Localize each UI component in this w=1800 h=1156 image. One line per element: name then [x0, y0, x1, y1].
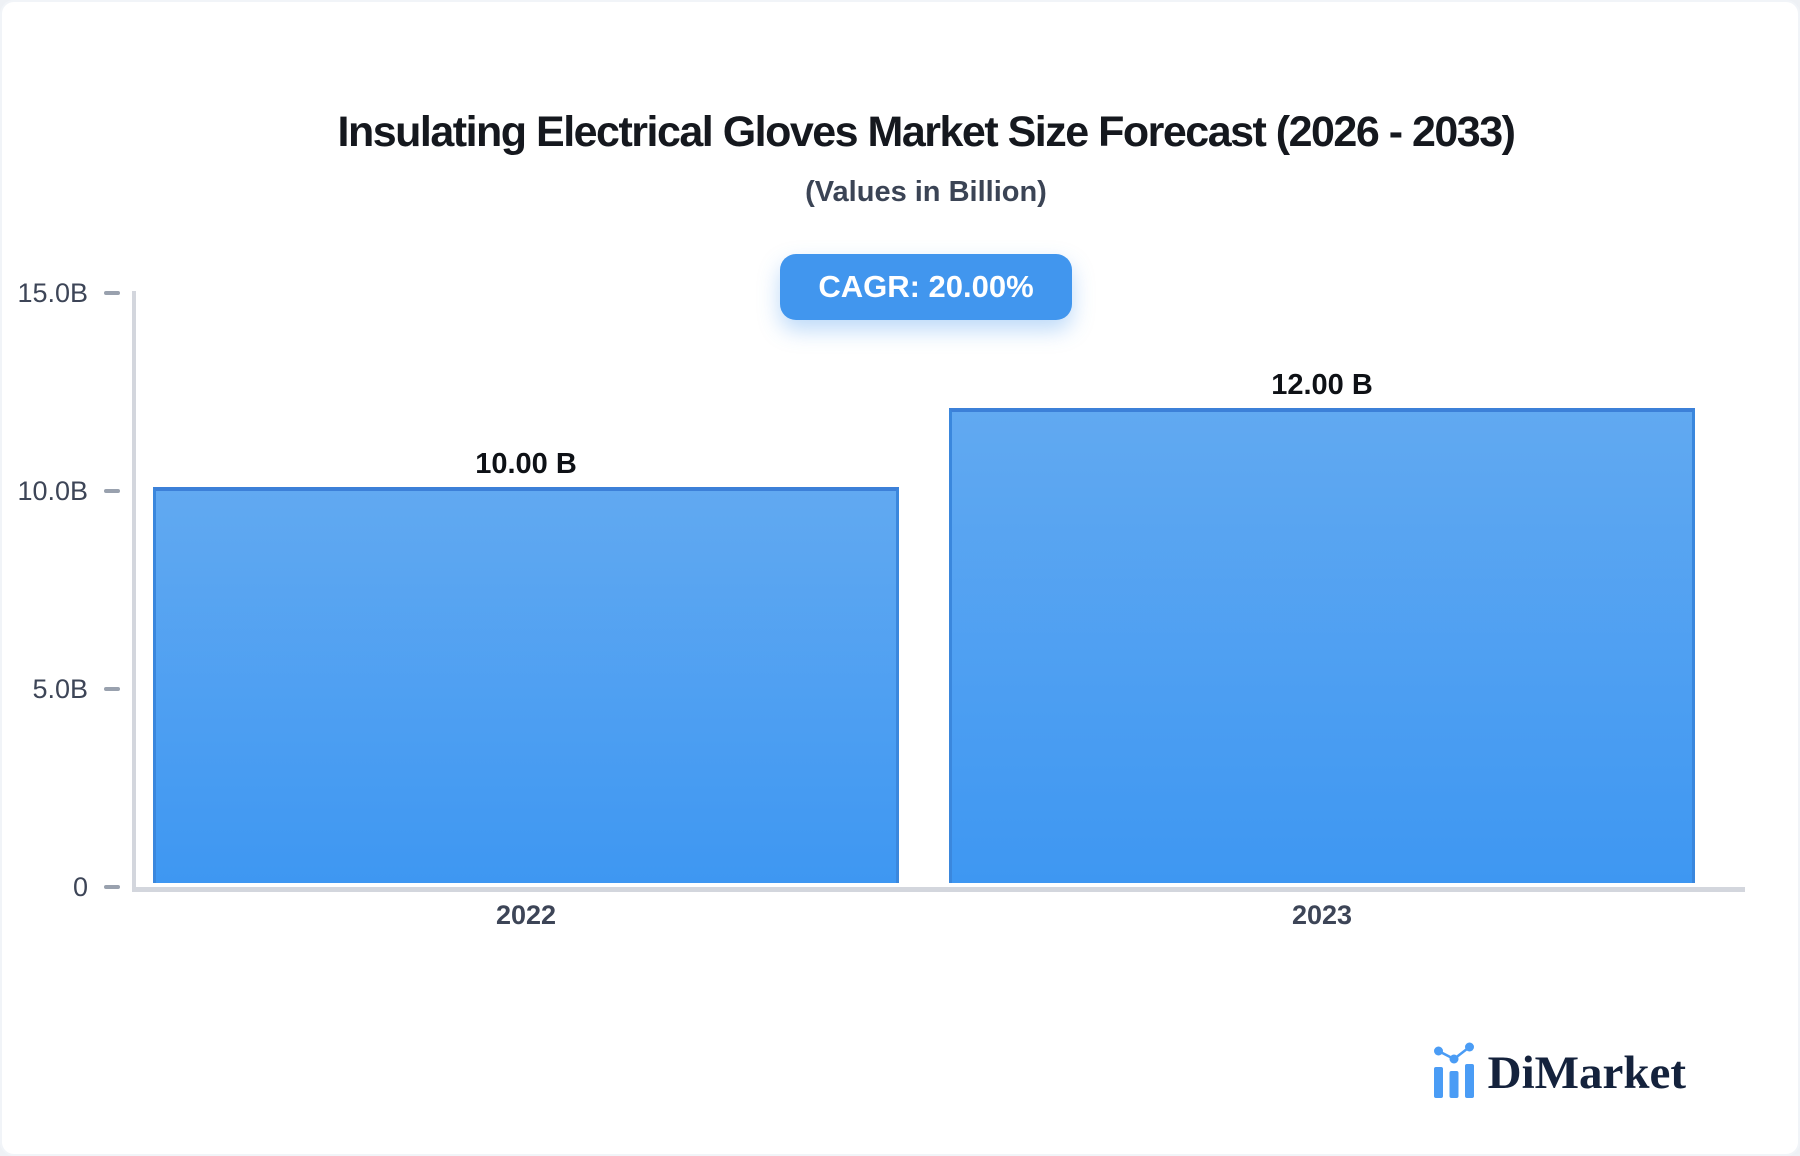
y-tick-mark	[104, 489, 120, 493]
bar-value-label: 12.00 B	[1271, 369, 1373, 401]
bar-2022: 10.00 B 2022	[153, 448, 899, 930]
bar-value-label: 10.00 B	[475, 448, 577, 480]
y-tick-mark	[104, 687, 120, 691]
chart-subtitle: (Values in Billion)	[805, 176, 1047, 208]
x-category-label: 2023	[1291, 900, 1353, 930]
x-category-label: 2022	[495, 900, 557, 930]
bar-line-chart-icon	[1433, 1042, 1474, 1098]
bar-2023: 12.00 B 2023	[949, 369, 1695, 930]
chart-title: Insulating Electrical Gloves Market Size…	[337, 108, 1516, 156]
y-tick-label-15b: 15.0B	[17, 278, 88, 308]
chart-header: Insulating Electrical Gloves Market Size…	[2, 2, 1798, 320]
y-tick-mark	[104, 291, 120, 295]
brand-logo: DiMarket	[1433, 1042, 1686, 1098]
cagr-badge: CAGR: 20.00%	[780, 254, 1072, 320]
y-tick-mark	[104, 885, 120, 889]
y-axis-line	[132, 291, 136, 891]
y-tick-label-5b: 5.0B	[32, 674, 88, 704]
brand-name: DiMarket	[1487, 1047, 1686, 1099]
x-axis-line	[132, 887, 1745, 892]
y-tick-label-0: 0	[72, 872, 88, 902]
y-tick-label-10b: 10.0B	[17, 476, 88, 506]
